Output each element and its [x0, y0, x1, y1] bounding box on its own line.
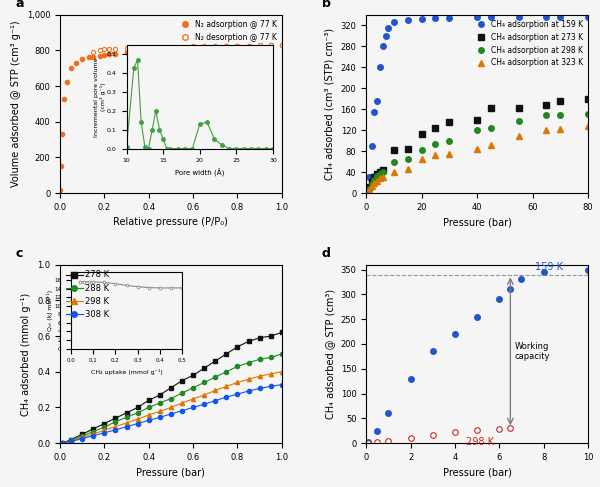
Y-axis label: Volume adsorbed @ STP (cm³ g⁻¹): Volume adsorbed @ STP (cm³ g⁻¹) — [11, 20, 21, 187]
Legend: 278 K, 288 K, 298 K, 308 K: 278 K, 288 K, 298 K, 308 K — [64, 269, 111, 320]
Text: a: a — [16, 0, 24, 10]
Legend: CH₄ adsorption at 159 K, CH₄ adsorption at 273 K, CH₄ adsorption at 298 K, CH₄ a: CH₄ adsorption at 159 K, CH₄ adsorption … — [472, 19, 584, 69]
X-axis label: Pressure (bar): Pressure (bar) — [136, 468, 205, 477]
Y-axis label: CH₄ adsorbed (mmol g⁻¹): CH₄ adsorbed (mmol g⁻¹) — [22, 292, 31, 415]
Text: 159 K: 159 K — [535, 262, 563, 272]
Text: c: c — [16, 247, 23, 261]
X-axis label: Pressure (bar): Pressure (bar) — [443, 468, 512, 477]
Y-axis label: CH₄ adsorbed (cm³ (STP) cm⁻³): CH₄ adsorbed (cm³ (STP) cm⁻³) — [325, 28, 335, 180]
Legend: N₂ adsorption @ 77 K, N₂ desorption @ 77 K: N₂ adsorption @ 77 K, N₂ desorption @ 77… — [175, 19, 278, 43]
Text: b: b — [322, 0, 331, 10]
X-axis label: Relative pressure (P/P₀): Relative pressure (P/P₀) — [113, 218, 229, 227]
X-axis label: Pressure (bar): Pressure (bar) — [443, 218, 512, 227]
Y-axis label: CH₄ adsorbed @ STP (cm³): CH₄ adsorbed @ STP (cm³) — [325, 289, 335, 419]
Text: d: d — [322, 247, 331, 261]
Text: Working
capacity: Working capacity — [515, 342, 550, 361]
Text: 298 K: 298 K — [466, 437, 494, 447]
